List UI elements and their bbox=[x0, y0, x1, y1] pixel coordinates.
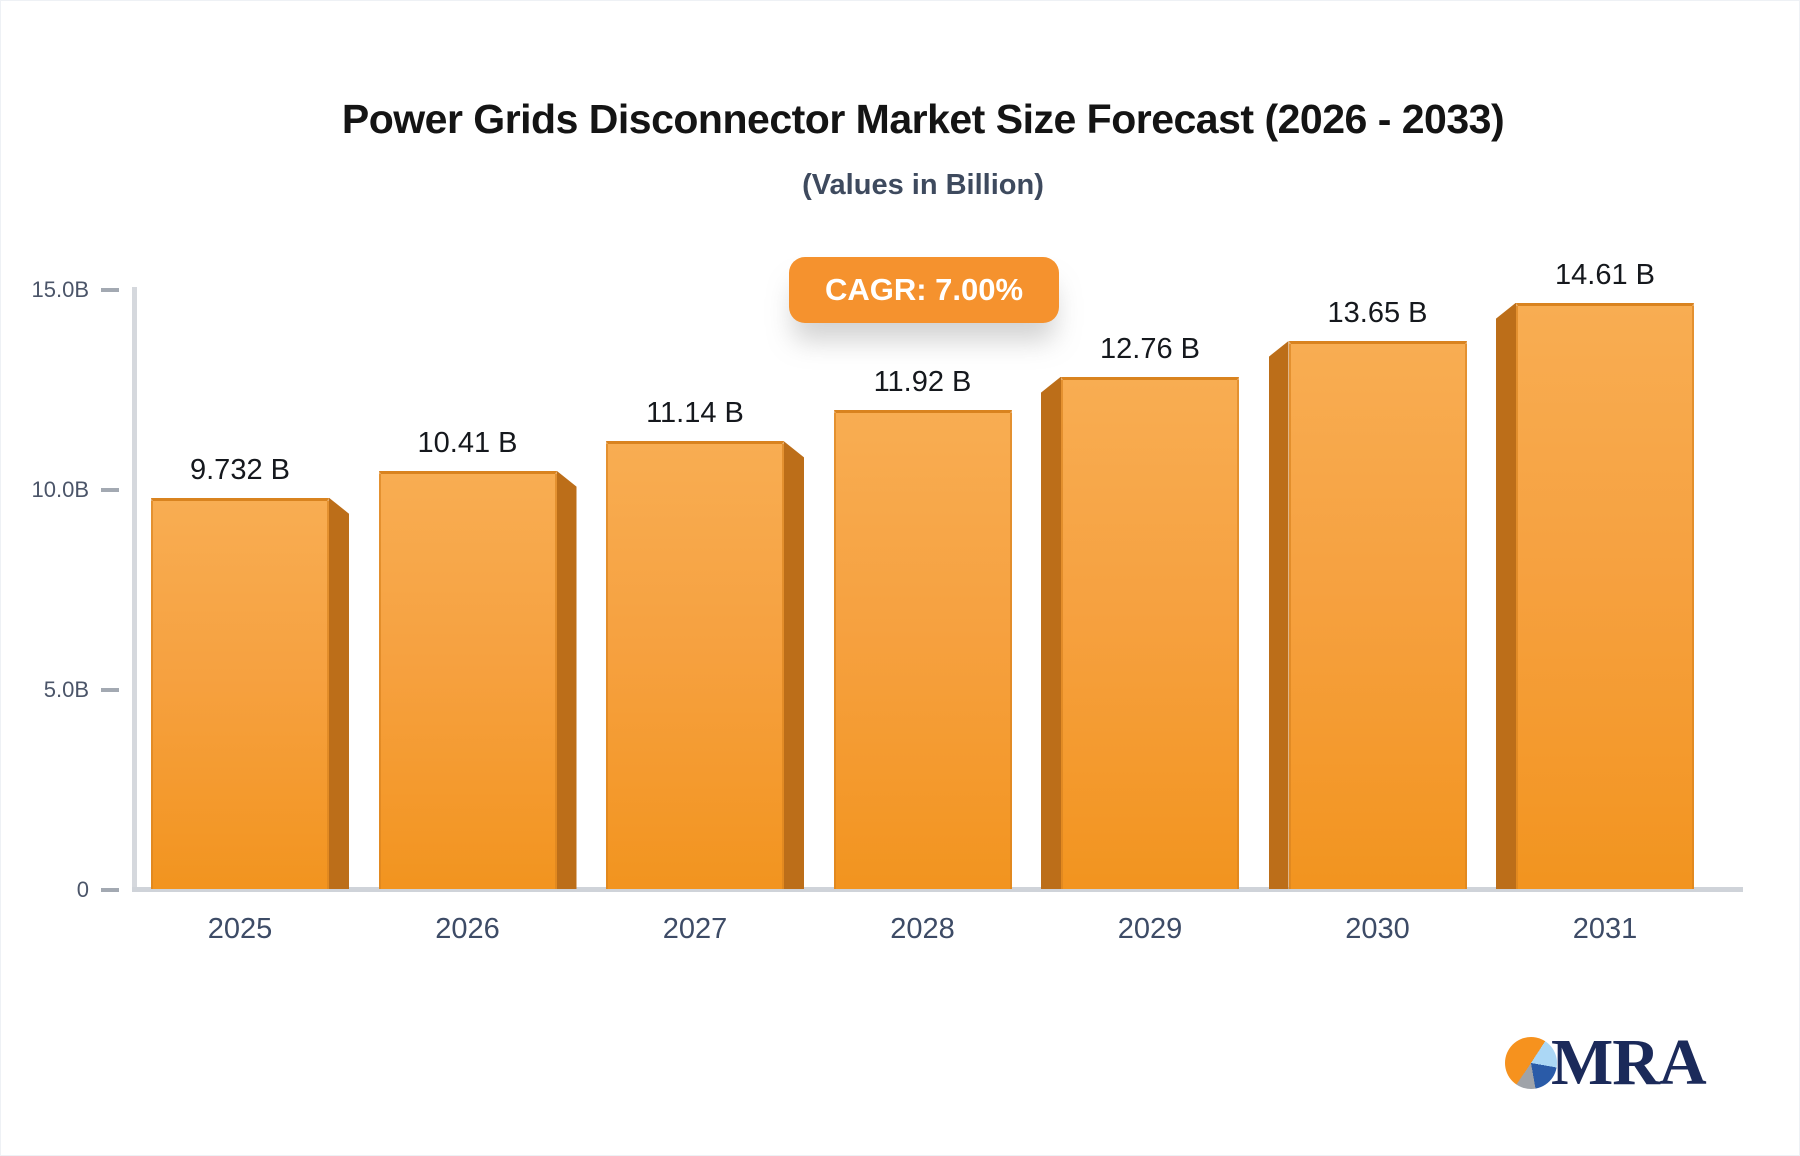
logo: MRA bbox=[1505, 1026, 1707, 1099]
bar-value-label: 10.41 B bbox=[417, 426, 518, 459]
y-tick-label: 0 bbox=[76, 876, 89, 902]
x-axis-label: 2031 bbox=[1572, 913, 1638, 945]
bar-side-face bbox=[1041, 376, 1061, 889]
x-axis-label: 2026 bbox=[435, 913, 500, 945]
bar-side-face bbox=[556, 470, 577, 889]
bar-value-label: 14.61 B bbox=[1555, 258, 1655, 291]
y-tick-label: 10.0B bbox=[31, 476, 90, 502]
bar-side-face bbox=[1496, 302, 1516, 889]
bar-2031 bbox=[1516, 302, 1694, 889]
x-axis-label: 2025 bbox=[207, 913, 273, 945]
y-tick-mark bbox=[101, 487, 119, 492]
x-axis-line bbox=[132, 887, 1743, 892]
y-tick-label: 5.0B bbox=[43, 676, 89, 702]
bar-2027 bbox=[606, 441, 784, 889]
bar-2025 bbox=[151, 497, 329, 889]
bar-side-face bbox=[784, 441, 804, 889]
x-axis-label: 2030 bbox=[1345, 913, 1410, 945]
logo-text: MRA bbox=[1551, 1026, 1707, 1099]
bar-value-label: 13.65 B bbox=[1327, 297, 1428, 329]
bar-2026 bbox=[378, 470, 557, 889]
bar-side-face bbox=[329, 497, 349, 889]
bar-value-label: 12.76 B bbox=[1100, 332, 1200, 365]
bar-2030 bbox=[1288, 341, 1467, 889]
bar-value-label: 9.732 B bbox=[190, 453, 290, 486]
y-tick-mark bbox=[101, 287, 119, 292]
x-axis-label: 2029 bbox=[1117, 913, 1183, 945]
bar-2028 bbox=[833, 410, 1012, 889]
bar-side-face bbox=[1268, 341, 1289, 889]
y-axis-line bbox=[132, 287, 137, 892]
x-axis-label: 2027 bbox=[662, 913, 728, 945]
bar-value-label: 11.92 B bbox=[873, 366, 972, 399]
pie-chart-logo-icon bbox=[1505, 1037, 1557, 1089]
y-tick-mark bbox=[101, 887, 119, 892]
chart-subtitle: (Values in Billion) bbox=[802, 169, 1044, 201]
y-tick-label: 15.0B bbox=[31, 276, 90, 302]
y-tick-mark bbox=[101, 687, 119, 692]
cagr-badge: CAGR: 7.00% bbox=[789, 257, 1059, 323]
chart-title: Power Grids Disconnector Market Size For… bbox=[341, 96, 1505, 142]
x-axis-label: 2028 bbox=[890, 913, 955, 945]
bar-2029 bbox=[1061, 376, 1239, 889]
bar-value-label: 11.14 B bbox=[646, 397, 744, 430]
